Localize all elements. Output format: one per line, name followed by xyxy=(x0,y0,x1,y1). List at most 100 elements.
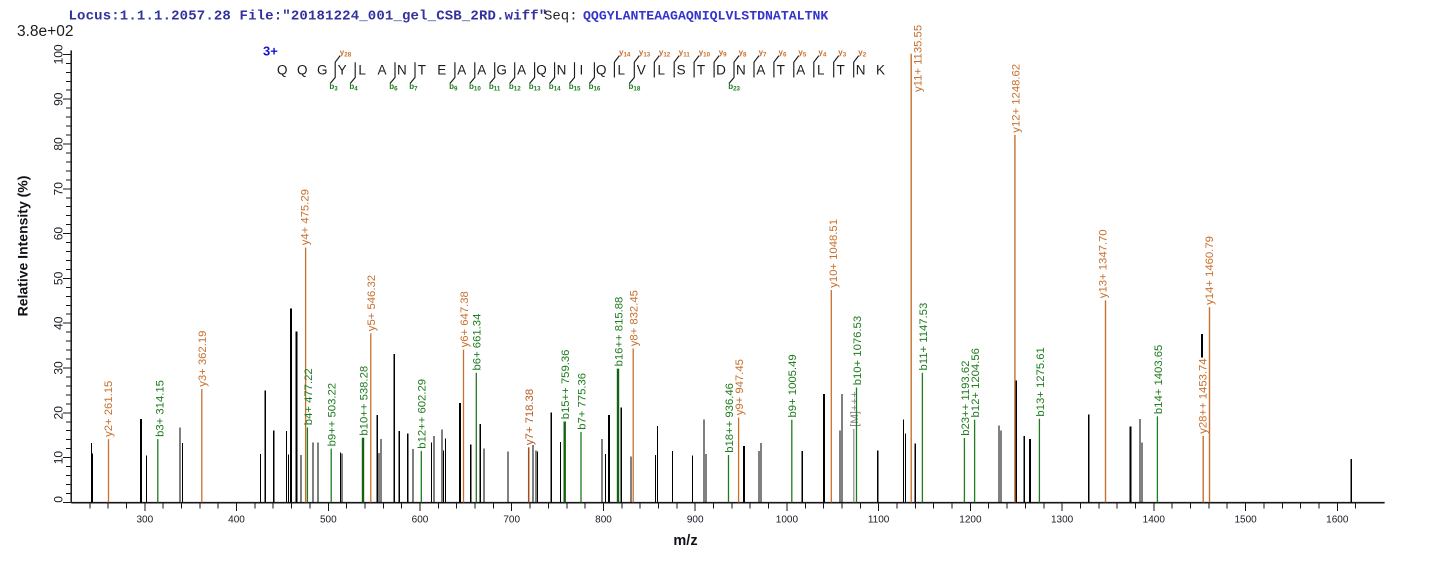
svg-text:1200: 1200 xyxy=(959,514,982,525)
svg-text:T: T xyxy=(697,63,705,78)
svg-text:b3+ 314.15: b3+ 314.15 xyxy=(154,380,166,437)
svg-text:b3: b3 xyxy=(329,82,338,92)
svg-text:b12+ 1204.56: b12+ 1204.56 xyxy=(970,348,982,417)
svg-text:y8+ 832.45: y8+ 832.45 xyxy=(629,290,641,346)
svg-text:y5+ 546.32: y5+ 546.32 xyxy=(366,275,378,331)
svg-text:20: 20 xyxy=(52,406,66,420)
svg-text:E: E xyxy=(437,63,446,78)
svg-text:500: 500 xyxy=(320,514,337,525)
svg-text:y7: y7 xyxy=(759,48,767,58)
svg-text:y4+ 475.29: y4+ 475.29 xyxy=(300,189,312,245)
svg-text:A: A xyxy=(457,63,466,78)
svg-text:N: N xyxy=(557,63,567,78)
svg-text:Q: Q xyxy=(277,63,288,78)
svg-text:400: 400 xyxy=(228,514,245,525)
svg-text:y13: y13 xyxy=(639,48,651,58)
svg-text:b7+ 775.36: b7+ 775.36 xyxy=(576,373,588,430)
svg-text:700: 700 xyxy=(503,514,520,525)
svg-text:b23++ 1193.62: b23++ 1193.62 xyxy=(960,361,972,436)
svg-text:V: V xyxy=(637,63,646,78)
svg-text:y12: y12 xyxy=(659,48,671,58)
svg-text:T: T xyxy=(777,63,785,78)
svg-text:600: 600 xyxy=(412,514,429,525)
svg-text:y11+ 1135.55: y11+ 1135.55 xyxy=(913,25,925,92)
svg-text:S: S xyxy=(677,63,686,78)
svg-text:1600: 1600 xyxy=(1326,514,1349,525)
svg-text:b12: b12 xyxy=(509,82,521,92)
svg-text:40: 40 xyxy=(52,316,66,330)
svg-text:Seq:: Seq: xyxy=(544,9,578,25)
svg-text:b4: b4 xyxy=(349,82,358,92)
svg-text:y14: y14 xyxy=(619,48,631,58)
svg-text:y9: y9 xyxy=(719,48,727,58)
svg-text:b14+ 1403.65: b14+ 1403.65 xyxy=(1153,345,1165,414)
svg-text:b15++ 759.36: b15++ 759.36 xyxy=(560,350,572,420)
svg-text:Y: Y xyxy=(338,63,347,78)
svg-text:y5: y5 xyxy=(798,48,806,58)
svg-text:y12+ 1248.62: y12+ 1248.62 xyxy=(1010,64,1022,133)
svg-text:D: D xyxy=(716,63,726,78)
svg-text:y7+ 718.38: y7+ 718.38 xyxy=(524,389,536,445)
svg-text:b12++ 602.29: b12++ 602.29 xyxy=(417,379,429,449)
svg-text:L: L xyxy=(657,63,665,78)
svg-text:N: N xyxy=(397,63,407,78)
svg-text:90: 90 xyxy=(52,92,66,106)
svg-text:b23: b23 xyxy=(728,82,740,92)
svg-text:1100: 1100 xyxy=(868,514,890,525)
svg-text:A: A xyxy=(377,63,386,78)
svg-text:G: G xyxy=(317,63,328,78)
svg-text:b18++ 936.46: b18++ 936.46 xyxy=(724,383,736,453)
svg-text:A: A xyxy=(796,63,805,78)
svg-text:T: T xyxy=(418,63,426,78)
svg-text:50: 50 xyxy=(52,271,66,285)
svg-text:b10++ 538.28: b10++ 538.28 xyxy=(358,366,370,436)
svg-text:G: G xyxy=(496,63,507,78)
svg-text:y3+ 362.19: y3+ 362.19 xyxy=(197,331,209,387)
svg-text:80: 80 xyxy=(52,137,66,151)
svg-text:b15: b15 xyxy=(569,82,581,92)
svg-text:b11: b11 xyxy=(489,82,501,92)
svg-text:y14+ 1460.79: y14+ 1460.79 xyxy=(1204,236,1216,305)
svg-text:y4: y4 xyxy=(818,48,826,58)
svg-text:10: 10 xyxy=(52,451,66,465)
svg-text:y2: y2 xyxy=(858,48,866,58)
svg-text:300: 300 xyxy=(136,514,153,525)
svg-text:A: A xyxy=(756,63,765,78)
svg-text:N: N xyxy=(736,63,746,78)
svg-text:y28++ 1453.74: y28++ 1453.74 xyxy=(1198,358,1210,433)
svg-text:y3: y3 xyxy=(838,48,846,58)
svg-text:Q: Q xyxy=(297,63,308,78)
svg-text:Q: Q xyxy=(536,63,547,78)
svg-text:y10: y10 xyxy=(699,48,711,58)
svg-text:b4+ 477.22: b4+ 477.22 xyxy=(303,368,315,425)
svg-text:y28: y28 xyxy=(340,48,352,58)
svg-text:1400: 1400 xyxy=(1143,514,1166,525)
svg-text:y10+ 1048.51: y10+ 1048.51 xyxy=(828,219,840,288)
svg-text:[M]+++: [M]+++ xyxy=(849,391,861,427)
svg-text:A: A xyxy=(477,63,486,78)
svg-text:0: 0 xyxy=(52,496,66,503)
svg-text:y6+ 647.38: y6+ 647.38 xyxy=(459,291,471,347)
svg-text:y13+ 1347.70: y13+ 1347.70 xyxy=(1098,229,1110,298)
svg-text:b6+ 661.34: b6+ 661.34 xyxy=(472,314,484,371)
svg-text:L: L xyxy=(358,63,366,78)
svg-text:100: 100 xyxy=(52,44,66,64)
svg-text:y11: y11 xyxy=(679,48,691,58)
svg-text:L: L xyxy=(817,63,825,78)
svg-text:b16: b16 xyxy=(589,82,601,92)
svg-text:Relative Intensity (%): Relative Intensity (%) xyxy=(15,176,31,317)
svg-text:y6: y6 xyxy=(779,48,787,58)
svg-text:L: L xyxy=(618,63,626,78)
svg-text:Q: Q xyxy=(596,63,607,78)
svg-text:y8: y8 xyxy=(739,48,747,58)
svg-text:I: I xyxy=(580,63,584,78)
svg-text:b10: b10 xyxy=(469,82,481,92)
svg-text:b9++ 503.22: b9++ 503.22 xyxy=(327,383,339,446)
svg-text:y2+ 261.15: y2+ 261.15 xyxy=(103,381,115,437)
svg-text:30: 30 xyxy=(52,361,66,375)
svg-text:b18: b18 xyxy=(629,82,641,92)
svg-text:b10+ 1076.53: b10+ 1076.53 xyxy=(852,316,864,385)
svg-text:1500: 1500 xyxy=(1234,514,1257,525)
svg-text:K: K xyxy=(876,63,885,78)
svg-text:b13+ 1275.61: b13+ 1275.61 xyxy=(1035,347,1047,416)
